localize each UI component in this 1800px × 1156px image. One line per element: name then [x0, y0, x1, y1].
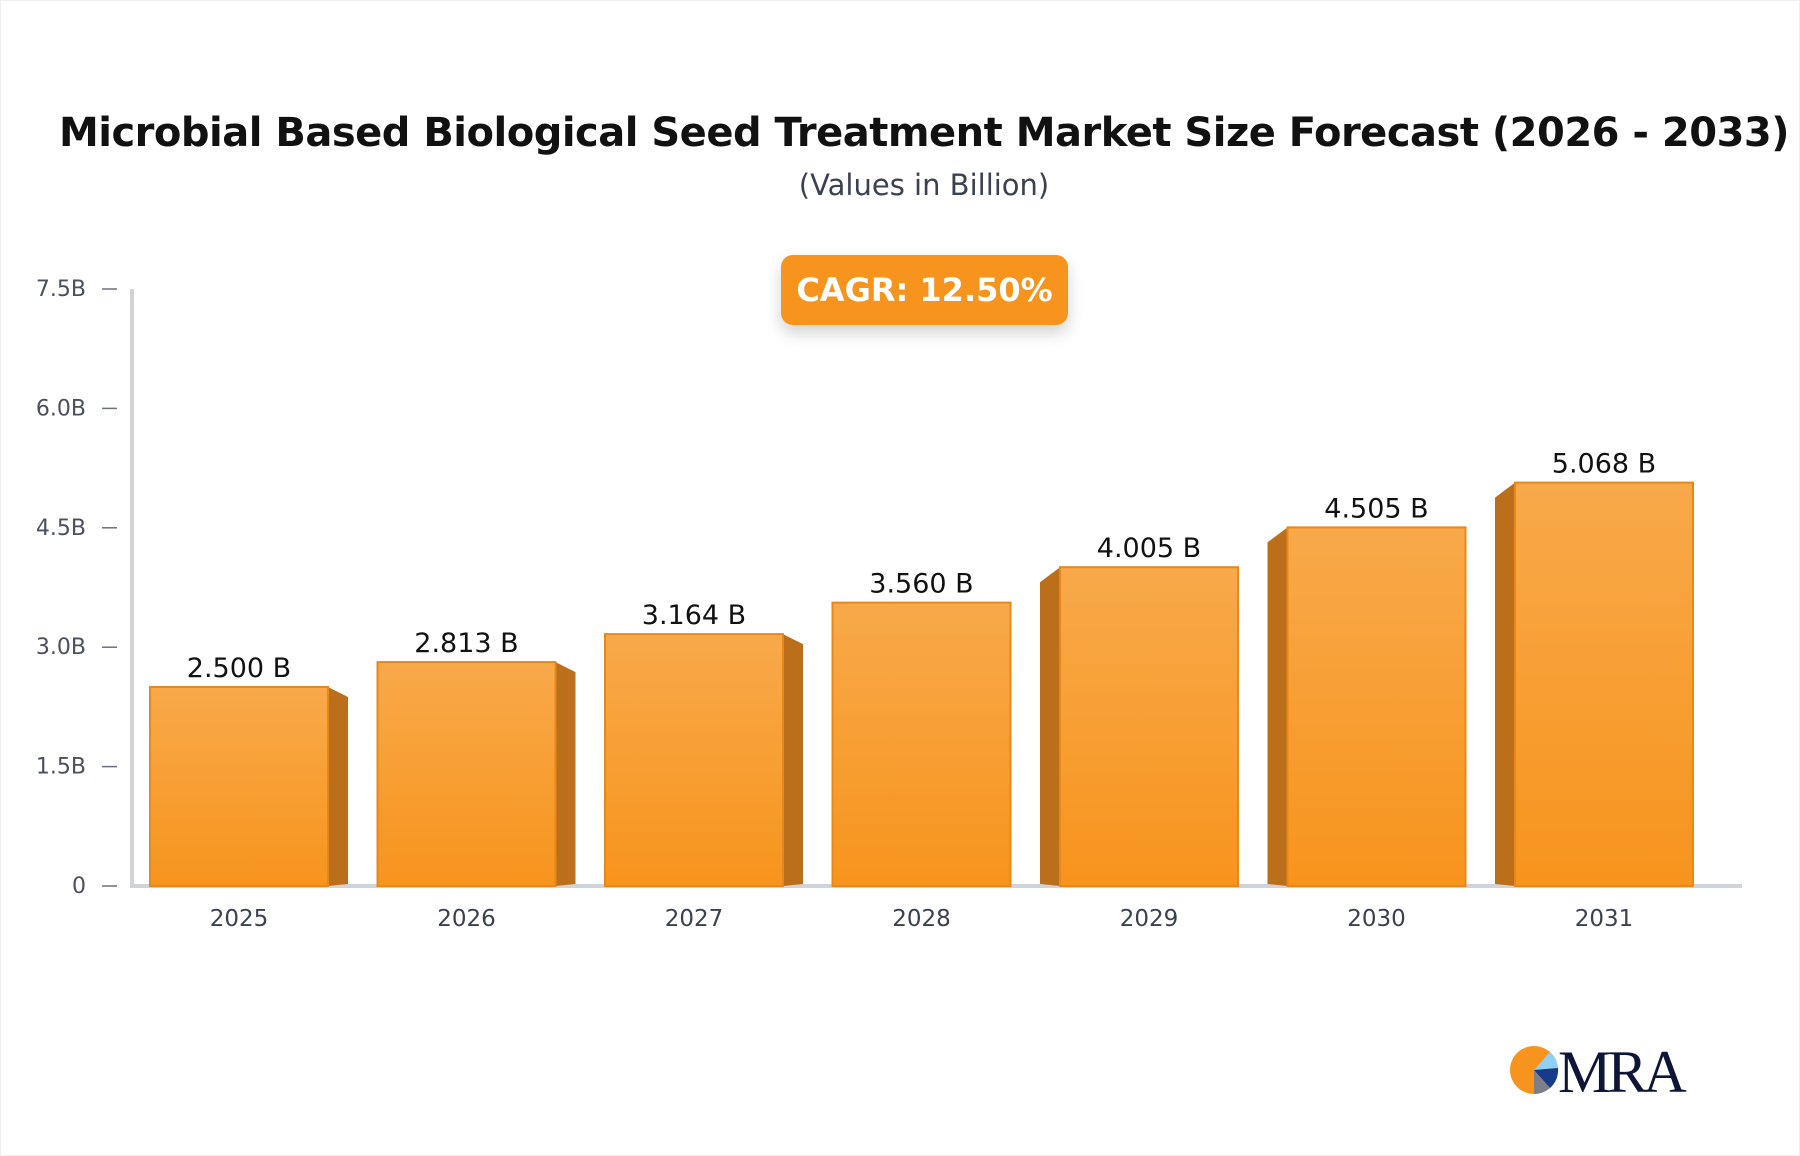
bar-side	[555, 662, 576, 886]
data-label: 3.560 B	[869, 569, 973, 600]
x-tick-label: 2028	[892, 906, 951, 932]
data-label: 4.505 B	[1324, 493, 1428, 524]
x-tick-label: 2030	[1347, 906, 1406, 932]
y-tick-label: 7.5B	[36, 277, 86, 302]
x-tick-label: 2031	[1575, 906, 1634, 932]
cagr-badge: CAGR: 12.50%	[781, 255, 1068, 325]
mra-logo: MRA	[1510, 1040, 1690, 1100]
chart-title: Microbial Based Biological Seed Treatmen…	[58, 110, 1790, 156]
bar-2029	[1059, 566, 1239, 888]
data-label: 3.164 B	[642, 600, 746, 631]
data-label: 2.500 B	[187, 653, 291, 684]
bar-side	[1267, 527, 1288, 886]
bar-side	[1040, 567, 1060, 886]
y-tick-label: 0	[72, 874, 86, 899]
x-tick-label: 2029	[1120, 906, 1179, 932]
chart-subtitle: (Values in Billion)	[798, 168, 1050, 202]
x-tick-label: 2026	[437, 906, 496, 932]
svg-text:MRA: MRA	[1558, 1040, 1686, 1100]
bar-2030	[1286, 526, 1467, 887]
y-tick-label: 3.0B	[36, 635, 86, 660]
y-tick-label: 6.0B	[36, 396, 86, 421]
bar-2028	[831, 601, 1012, 888]
y-tick-label: 1.5B	[36, 755, 86, 780]
bar-side	[783, 634, 803, 886]
bar-side	[328, 687, 348, 886]
x-tick-label: 2027	[665, 906, 724, 932]
y-tick-label: 4.5B	[36, 516, 86, 541]
data-label: 2.813 B	[414, 628, 518, 659]
x-tick-label: 2025	[210, 906, 269, 932]
bar-side	[1495, 482, 1515, 886]
bar-2031	[1514, 481, 1694, 887]
data-label: 4.005 B	[1097, 533, 1201, 564]
bar-2027	[604, 633, 784, 888]
bar-2026	[376, 661, 557, 887]
bar-2025	[149, 686, 329, 887]
data-label: 5.068 B	[1552, 449, 1656, 480]
